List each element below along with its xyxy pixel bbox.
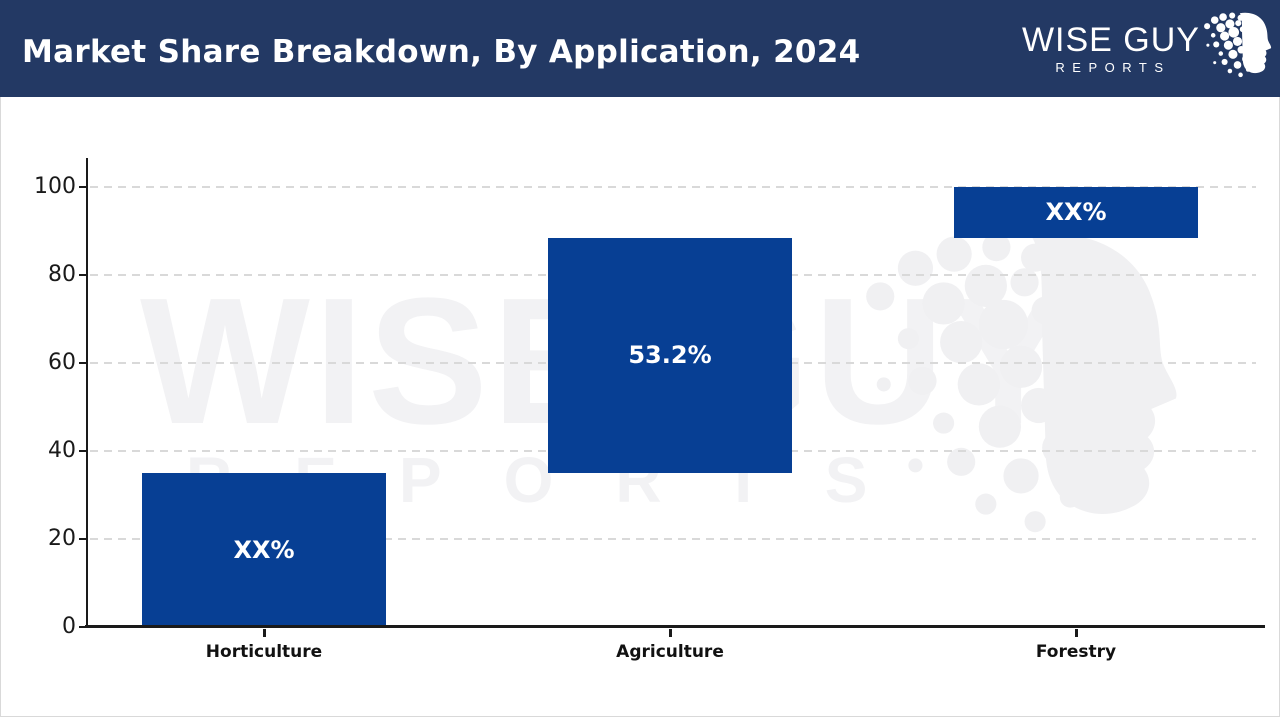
gridline-100 (90, 185, 1256, 188)
x-tick-mark (262, 629, 266, 637)
y-tick-label: 60 (48, 349, 76, 375)
y-tick-label: 40 (48, 437, 76, 463)
brand-logo: WISE GUY REPORTS (1022, 0, 1274, 97)
y-tick-mark (79, 361, 87, 364)
y-axis-line (86, 158, 88, 628)
bar-agriculture (548, 238, 792, 473)
header: Market Share Breakdown, By Application, … (0, 0, 1280, 97)
y-tick-mark (79, 537, 87, 540)
plot-area: 0 20 40 60 80 100 XX% Horticulture 53.2% Agricult… (34, 160, 1262, 662)
bar-value-label: XX% (233, 535, 295, 564)
gridline-20 (90, 537, 1256, 540)
bar-value-label: XX% (1045, 197, 1107, 226)
y-tick-label: 100 (34, 173, 76, 199)
x-axis-line (85, 625, 1265, 628)
y-tick-mark (79, 273, 87, 276)
x-tick-label: Horticulture (205, 642, 323, 662)
y-tick-mark (79, 185, 87, 188)
x-tick-label: Agriculture (616, 642, 724, 662)
logo-wordmark: WISE GUY (1021, 20, 1200, 59)
y-tick-mark (79, 449, 87, 452)
bar-horticulture (142, 472, 386, 627)
bar-forestry (954, 186, 1198, 239)
y-tick-label: 20 (48, 525, 76, 551)
logo-face-icon (1204, 12, 1272, 77)
logo-text: WISE GUY REPORTS (1022, 23, 1200, 75)
y-tick-mark (79, 626, 87, 628)
logo-subtext: REPORTS (1055, 59, 1171, 75)
y-tick-label: 80 (48, 261, 76, 287)
x-tick-label: Forestry (1035, 642, 1117, 662)
x-tick-mark (668, 629, 672, 637)
y-tick-label: 0 (62, 614, 76, 639)
page-title: Market Share Breakdown, By Application, … (22, 34, 861, 70)
x-tick-mark (1074, 629, 1078, 637)
bar-value-label: 53.2% (628, 341, 712, 370)
